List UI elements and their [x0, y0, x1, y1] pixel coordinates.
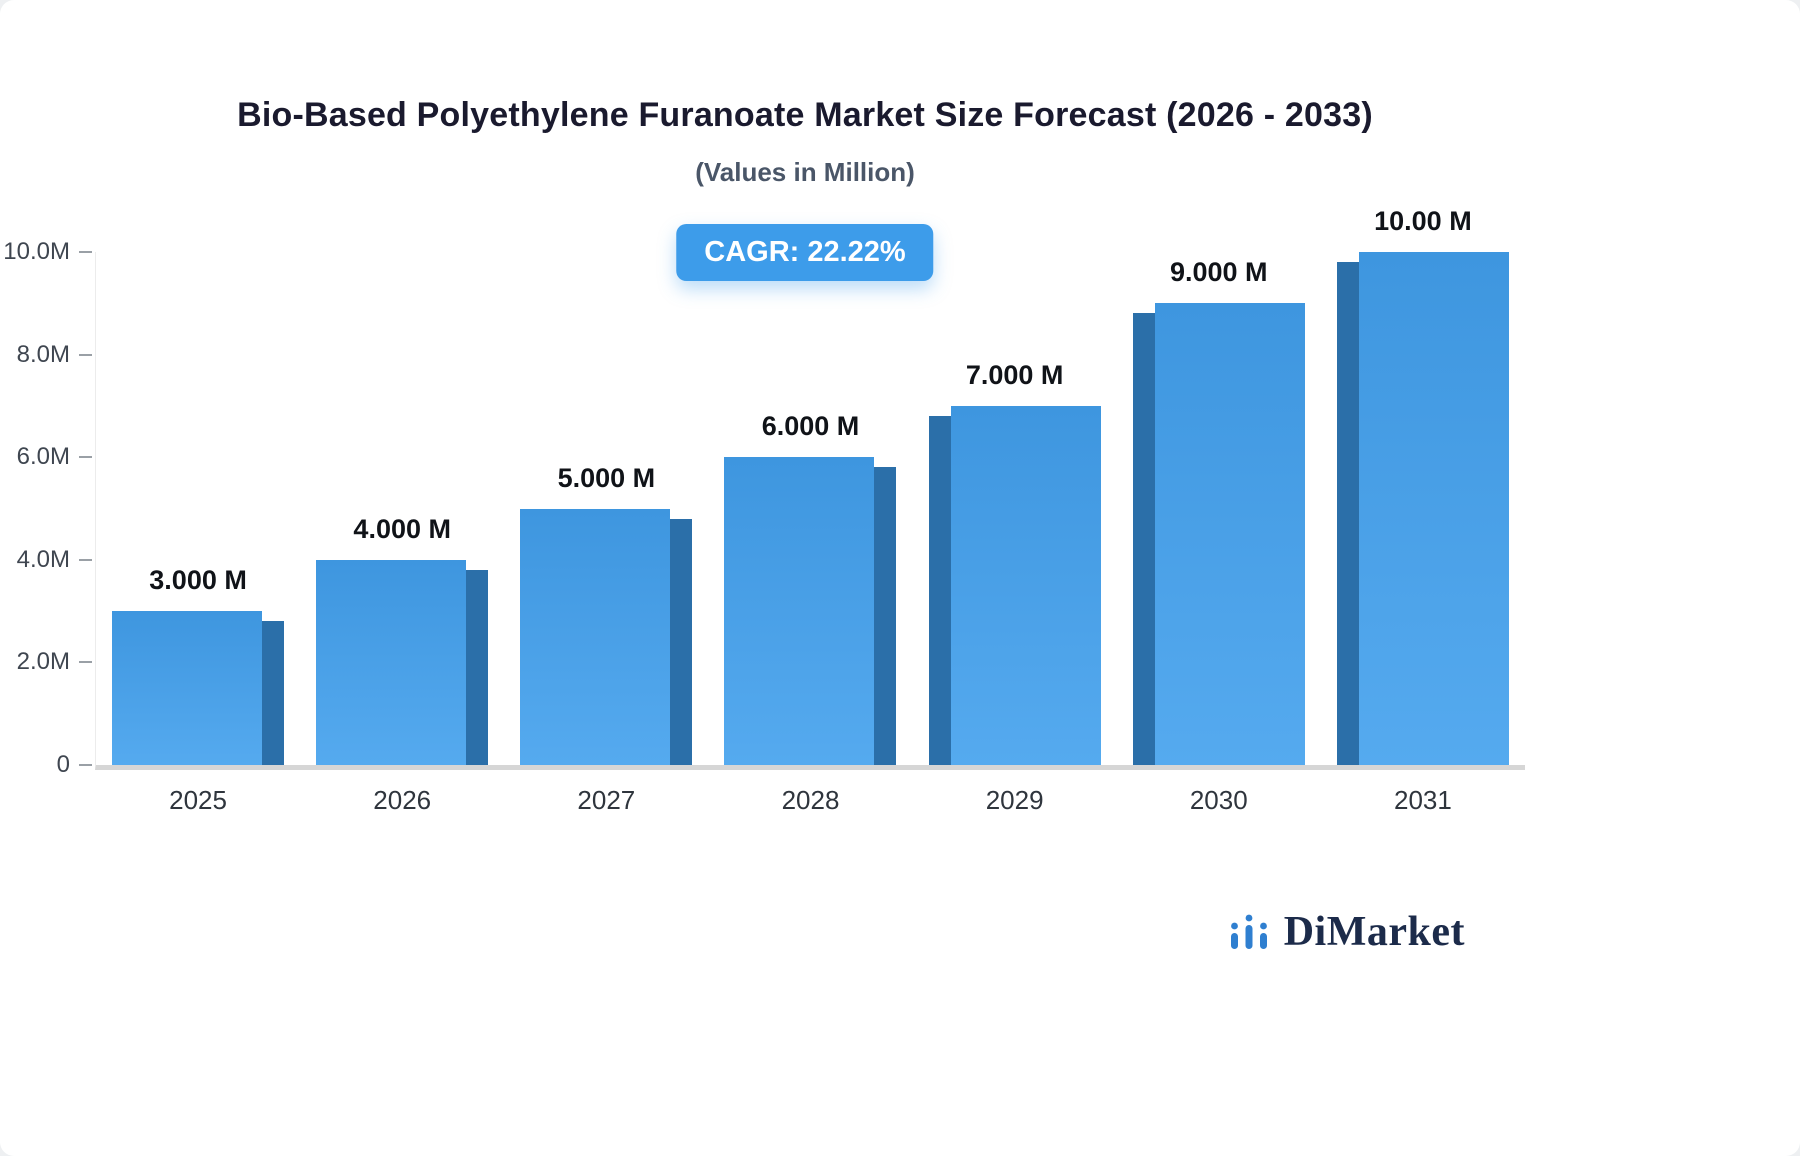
bar-front-face — [112, 611, 263, 765]
x-axis-label-2025: 2025 — [169, 785, 227, 815]
y-axis-tick-mark — [79, 353, 92, 356]
bar-front-face — [316, 559, 467, 765]
bar-value-label: 3.000 M — [149, 565, 247, 596]
x-axis-label-2027: 2027 — [577, 785, 636, 815]
bar-value-label: 9.000 M — [1169, 257, 1268, 288]
bar-front-face — [724, 457, 875, 765]
y-axis-tick: 10.0M — [0, 238, 92, 266]
y-axis-tick-label: 8.0M — [16, 340, 70, 368]
y-axis-tick: 6.0M — [0, 443, 92, 471]
bar-2026: 4.000 M — [316, 514, 489, 765]
bar-2027: 5.000 M — [520, 463, 693, 765]
y-axis-tick-mark — [79, 456, 92, 459]
y-axis-tick-label: 4.0M — [16, 545, 70, 573]
logo-text: DiMarket — [1283, 909, 1465, 955]
y-axis-tick-label: 10.0M — [3, 238, 70, 265]
y-axis-tick-label: 0 — [56, 751, 70, 778]
y-axis-tick: 8.0M — [0, 341, 92, 369]
y-axis-tick: 2.0M — [0, 648, 92, 676]
x-axis-label-2026: 2026 — [373, 785, 432, 815]
bars-container: 3.000 M 4.000 M 5.000 M 6.000 M 7.000 M 9.000… — [96, 206, 1525, 765]
bar-2028: 6.000 M — [724, 411, 897, 765]
bar-side-face — [262, 621, 285, 765]
y-axis-tick-mark — [79, 251, 92, 253]
y-axis-tick: 4.0M — [0, 546, 92, 574]
bar-side-face — [874, 467, 897, 765]
x-axis-labels: 2025 2026 2027 2028 2029 2030 2031 — [96, 785, 1525, 816]
page-subtitle: (Values in Million) — [695, 157, 915, 187]
bar-value-label: 7.000 M — [965, 359, 1064, 390]
bar-slot: 10.00 M — [1321, 206, 1525, 765]
bar-slot: 6.000 M — [708, 252, 912, 765]
y-axis-tick-label: 6.0M — [16, 443, 70, 471]
bar-front-face — [1154, 303, 1305, 765]
bar-2030: 9.000 M — [1132, 257, 1305, 765]
bar-value-label: 6.000 M — [761, 411, 860, 442]
plot-area: 3.000 M 4.000 M 5.000 M 6.000 M 7.000 M 9.000… — [3, 206, 1525, 815]
bar-slot: 3.000 M — [96, 252, 300, 765]
y-axis-tick-mark — [79, 764, 92, 766]
bar-side-face — [670, 518, 693, 765]
bar-side-face — [928, 415, 951, 765]
bar-value-label: 5.000 M — [557, 462, 656, 493]
y-axis-tick-mark — [79, 558, 92, 561]
bar-2031: 10.00 M — [1336, 206, 1509, 765]
dimarket-logo: DiMarket — [1226, 908, 1465, 956]
bar-front-face — [950, 405, 1101, 765]
y-axis-tick-mark — [79, 661, 92, 664]
cagr-badge: CAGR: 22.22% — [676, 224, 934, 281]
x-axis-label-2030: 2030 — [1189, 785, 1248, 815]
bar-2029: 7.000 M — [928, 360, 1101, 765]
bar-slot: 4.000 M — [300, 252, 504, 765]
page-title: Bio-Based Polyethylene Furanoate Market … — [237, 96, 1373, 134]
bar-side-face — [1336, 262, 1359, 765]
bar-slot: 7.000 M — [913, 252, 1117, 765]
y-axis-tick-label: 2.0M — [16, 648, 70, 676]
bar-chart-logo-icon — [1230, 914, 1267, 949]
bar-chart: 3.000 M 4.000 M 5.000 M 6.000 M 7.000 M 9.000… — [3, 206, 1525, 815]
x-axis-label-2029: 2029 — [985, 785, 1044, 815]
x-axis-label-2028: 2028 — [781, 785, 840, 815]
bar-value-label: 10.00 M — [1374, 206, 1472, 236]
bar-2025: 3.000 M — [112, 565, 285, 765]
chart-header: Bio-Based Polyethylene Furanoate Market … — [0, 0, 1610, 188]
x-axis-label-2031: 2031 — [1393, 785, 1452, 815]
bar-side-face — [466, 569, 489, 765]
bar-slot: 5.000 M — [504, 252, 708, 765]
bar-front-face — [520, 508, 671, 765]
bar-side-face — [1132, 313, 1155, 765]
bar-front-face — [1358, 252, 1509, 765]
bar-value-label: 4.000 M — [353, 513, 451, 544]
y-axis-tick: 0 — [0, 751, 92, 779]
bar-slot: 9.000 M — [1117, 252, 1321, 765]
